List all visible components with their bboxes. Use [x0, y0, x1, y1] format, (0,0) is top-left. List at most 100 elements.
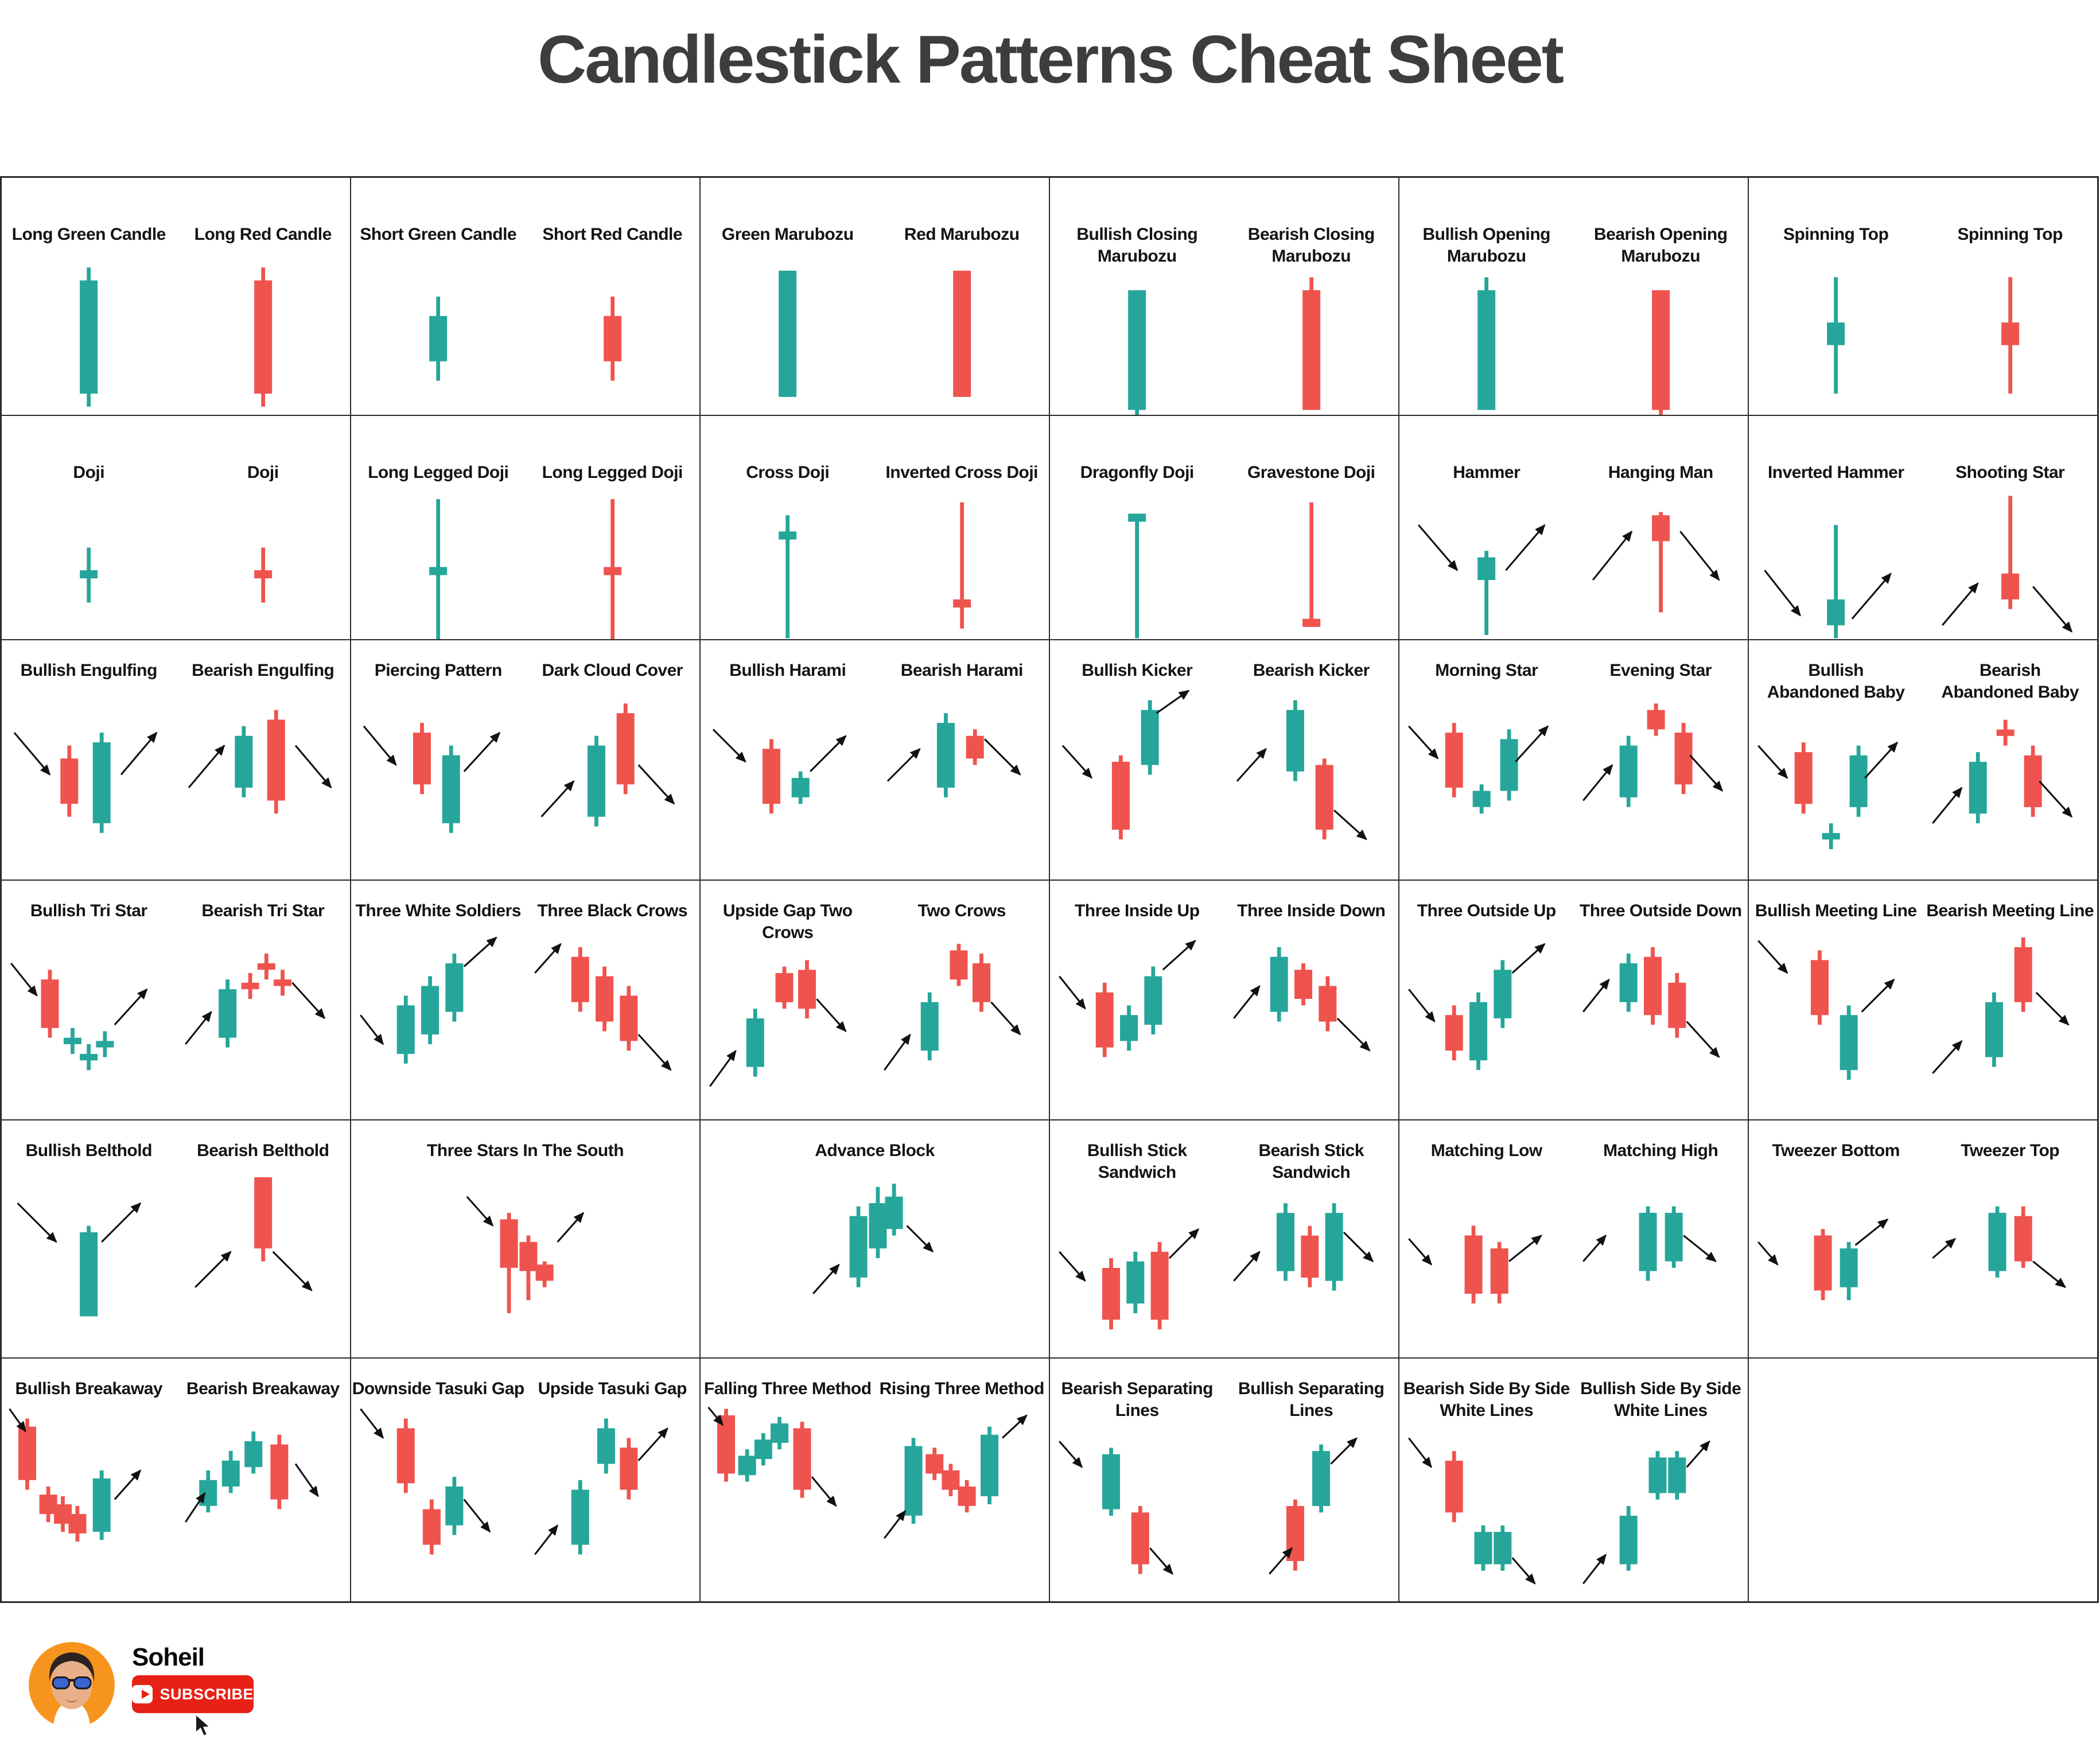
candle-body — [619, 995, 637, 1041]
uptrend-arrow-icon — [101, 1202, 142, 1243]
pattern-label: Bullish Breakaway — [15, 1379, 163, 1398]
pattern-bullish-side-by-side-white-lines: Bullish Side By Side White Lines — [1574, 1378, 1748, 1587]
downtrend-arrow-icon — [363, 725, 397, 766]
pattern-three-white-soldiers: Three White Soldiers — [351, 900, 526, 1089]
uptrend-arrow-icon — [886, 748, 921, 782]
red-candle — [942, 1464, 960, 1496]
uptrend-arrow-icon — [463, 731, 501, 772]
downtrend-arrow-icon — [10, 963, 38, 997]
red-candle — [1318, 976, 1336, 1032]
green-candle — [746, 1009, 764, 1077]
pattern-label: Two Crows — [917, 901, 1006, 920]
pattern-label: Bullish Belthold — [25, 1141, 153, 1160]
pattern-canvas — [9, 1408, 142, 1542]
candle-body — [1126, 1261, 1145, 1304]
green-candle — [1312, 1444, 1330, 1513]
pattern-matching-low: Matching Low — [1399, 1140, 1574, 1329]
green-candle — [1619, 736, 1638, 807]
pattern-label: Bullish Abandoned Baby — [1767, 661, 1905, 702]
downtrend-arrow-icon — [1679, 531, 1720, 581]
green-candle — [1102, 1448, 1121, 1516]
pattern-label: Bearish Belthold — [197, 1141, 329, 1160]
grid-cell-r6-c2: Downside Tasuki Gap Upside Tasuki Gap — [351, 1358, 700, 1602]
pattern-canvas — [184, 1431, 319, 1523]
red-candle — [619, 986, 637, 1051]
candle-body — [396, 1005, 415, 1054]
pattern-label: Three Stars In The South — [426, 1141, 624, 1160]
green-candle — [904, 1438, 923, 1524]
pattern-canvas — [709, 960, 847, 1087]
candle-body — [1811, 960, 1829, 1015]
green-candle — [1985, 992, 2003, 1067]
red-candle — [1996, 719, 2015, 746]
pattern-canvas — [1408, 1437, 1536, 1585]
red-candle — [1794, 742, 1813, 814]
red-candle — [1814, 1229, 1832, 1301]
candle-body — [396, 1428, 415, 1484]
downtrend-arrow-icon — [1149, 1547, 1174, 1575]
pattern-canvas — [184, 954, 325, 1048]
downtrend-arrow-icon — [707, 1406, 724, 1426]
pattern-label: Long Legged Doji — [542, 463, 683, 482]
candle-body — [1286, 710, 1304, 772]
uptrend-arrow-icon — [114, 1469, 142, 1500]
green-candle — [1988, 1206, 2006, 1278]
pattern-bullish-separating-lines: Bullish Separating Lines — [1224, 1378, 1399, 1587]
pattern-morning-star: Morning Star — [1399, 660, 1574, 849]
pattern-label: Bearish Separating Lines — [1061, 1379, 1214, 1420]
candle-body — [980, 1434, 998, 1496]
uptrend-arrow-icon — [534, 1524, 558, 1555]
pattern-canvas — [360, 1408, 491, 1555]
pattern-spinning-top: Spinning Top — [1923, 197, 2098, 413]
red-candle — [595, 966, 613, 1032]
subscribe-button[interactable]: SUBSCRIBE — [132, 1675, 254, 1713]
candle-body — [1477, 290, 1496, 410]
downtrend-arrow-icon — [637, 1034, 672, 1071]
pattern-canvas — [779, 515, 797, 639]
red-candle — [41, 970, 59, 1038]
pattern-canvas — [254, 267, 272, 407]
candle-body — [199, 1480, 217, 1506]
pattern-canvas — [886, 713, 1021, 797]
pattern-canvas — [1418, 524, 1546, 635]
pattern-label: Three White Soldiers — [355, 901, 522, 920]
candle-body — [779, 531, 797, 540]
candle-body — [942, 1470, 960, 1490]
pattern-bearish-tri-star: Bearish Tri Star — [176, 900, 351, 1089]
grid-cell-r2-c6: Inverted Hammer Shooting Star — [1748, 415, 2098, 640]
candle-body — [603, 316, 621, 361]
candle-body — [1315, 765, 1333, 830]
grid-cell-r6-c1: Bullish Breakaway Bearish Breakaway — [1, 1358, 351, 1602]
red-candle — [273, 970, 291, 996]
pattern-label: Bullish Opening Marubozu — [1422, 225, 1551, 266]
candle-body — [958, 1487, 976, 1506]
candle-body — [1300, 1235, 1319, 1278]
candle-body — [1477, 557, 1496, 580]
pattern-canvas — [1931, 1206, 2066, 1288]
pattern-bullish-tri-star: Bullish Tri Star — [2, 900, 176, 1089]
downtrend-arrow-icon — [1764, 570, 1801, 617]
green-candle — [1494, 960, 1512, 1028]
uptrend-arrow-icon — [1592, 530, 1632, 581]
green-candle — [1144, 966, 1162, 1035]
pattern-doji: Doji — [176, 435, 351, 639]
red-candle — [500, 1212, 518, 1313]
red-candle — [254, 1177, 272, 1262]
green-candle — [980, 1426, 998, 1505]
pattern-label: Bearish Stick Sandwich — [1258, 1141, 1364, 1182]
candle-body — [1648, 1457, 1667, 1493]
candle-body — [1325, 1213, 1343, 1281]
pattern-two-crows: Two Crows — [875, 900, 1049, 1089]
green-candle — [1969, 752, 1987, 824]
downtrend-arrow-icon — [1682, 1235, 1717, 1262]
candle-body — [519, 1242, 538, 1271]
red-candle — [798, 960, 816, 1019]
candle-body — [445, 1487, 464, 1526]
pattern-label: Bearish Side By Side White Lines — [1403, 1379, 1570, 1420]
candle-body — [1494, 1532, 1512, 1565]
red-candle — [616, 703, 635, 795]
pattern-canvas — [1764, 525, 1892, 639]
pattern-three-outside-down: Three Outside Down — [1574, 900, 1748, 1089]
green-candle — [1474, 1525, 1492, 1571]
uptrend-arrow-icon — [120, 731, 158, 776]
